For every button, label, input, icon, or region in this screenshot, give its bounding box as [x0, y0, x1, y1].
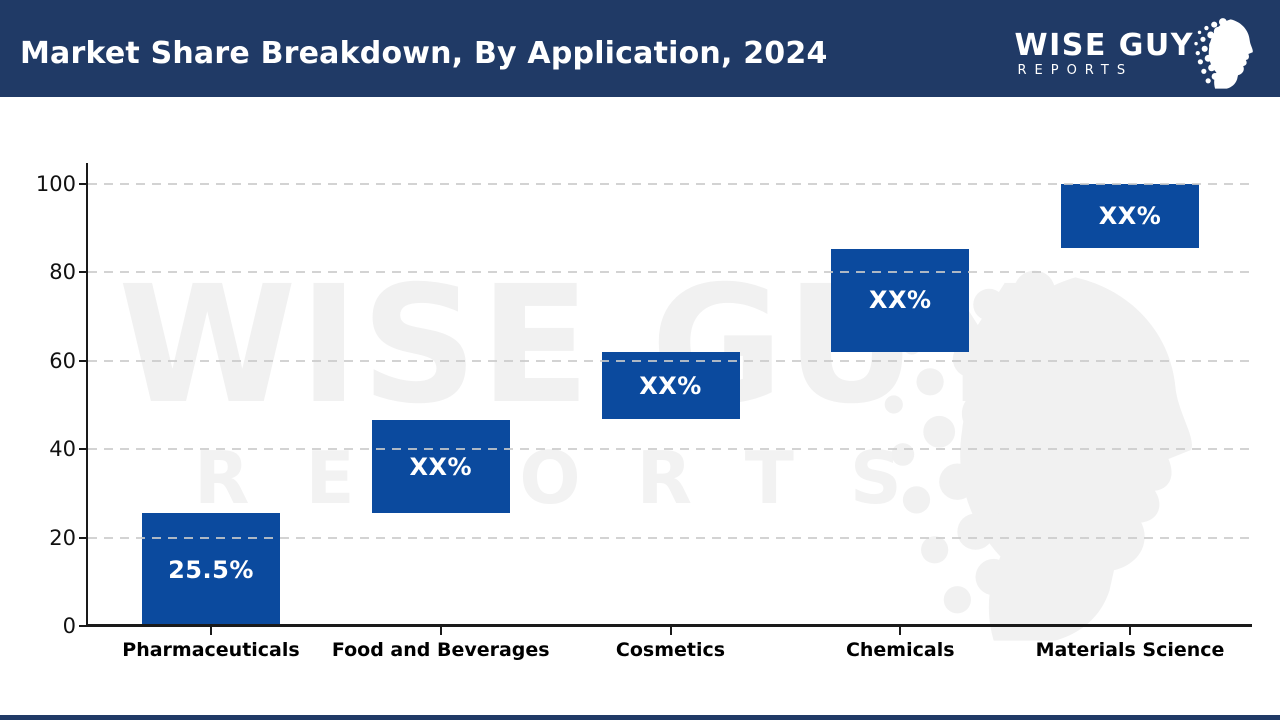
footer-strip [0, 715, 1280, 720]
page-title: Market Share Breakdown, By Application, … [20, 36, 828, 71]
y-tick-label: 100 [35, 172, 76, 196]
y-tick-label: 0 [62, 614, 76, 638]
bar-value-label: XX% [1098, 202, 1162, 231]
gridline-20 [88, 536, 1250, 539]
y-tick-mark [79, 448, 87, 451]
bar-materials-science: XX% [1061, 184, 1199, 249]
brand-logo-text: WISE GUY REPORTS [1014, 27, 1194, 78]
bar-cosmetics: XX% [601, 351, 740, 420]
x-category-label: Cosmetics [615, 639, 726, 661]
gridline-40 [88, 448, 1250, 451]
logo-dotted-head-icon [1194, 17, 1253, 89]
x-axis-line [86, 624, 1252, 627]
header: Market Share Breakdown, By Application, … [0, 0, 1280, 97]
x-category-label: Materials Science [1035, 639, 1225, 661]
x-tick-mark [439, 627, 442, 635]
y-tick-label: 20 [49, 525, 76, 550]
x-tick-mark [1129, 627, 1131, 635]
y-tick-label: 80 [49, 260, 76, 285]
logo-wordmark: WISE GUY [1014, 27, 1194, 63]
bar-value-label: XX% [868, 286, 932, 315]
x-tick-mark [899, 627, 902, 635]
y-tick-mark [79, 271, 87, 274]
bar-value-label: XX% [639, 371, 702, 400]
x-tick-mark [669, 627, 672, 635]
y-axis-line [86, 163, 88, 627]
x-tick-mark [210, 627, 212, 635]
bar-chemicals: XX% [831, 248, 970, 352]
y-tick-mark [79, 536, 87, 539]
y-tick-mark [79, 359, 87, 362]
gridline-100 [88, 183, 1250, 185]
gridline-80 [88, 271, 1250, 274]
bar-food-and-beverages: XX% [371, 420, 510, 514]
bar-value-label: XX% [409, 452, 473, 481]
y-tick-label: 40 [49, 437, 76, 462]
bar-value-label: 25.5% [168, 555, 254, 584]
gridline-60 [88, 359, 1250, 362]
bar-pharmaceuticals: 25.5% [142, 513, 280, 626]
x-category-label: Pharmaceuticals [122, 639, 300, 661]
logo-subtext: REPORTS [1017, 62, 1134, 78]
y-tick-mark [79, 625, 87, 627]
y-tick-label: 60 [49, 348, 76, 373]
x-category-label: Food and Beverages [331, 639, 550, 661]
x-category-label: Chemicals [845, 639, 955, 661]
brand-logo: WISE GUY REPORTS [1014, 15, 1254, 93]
y-tick-mark [79, 183, 87, 185]
